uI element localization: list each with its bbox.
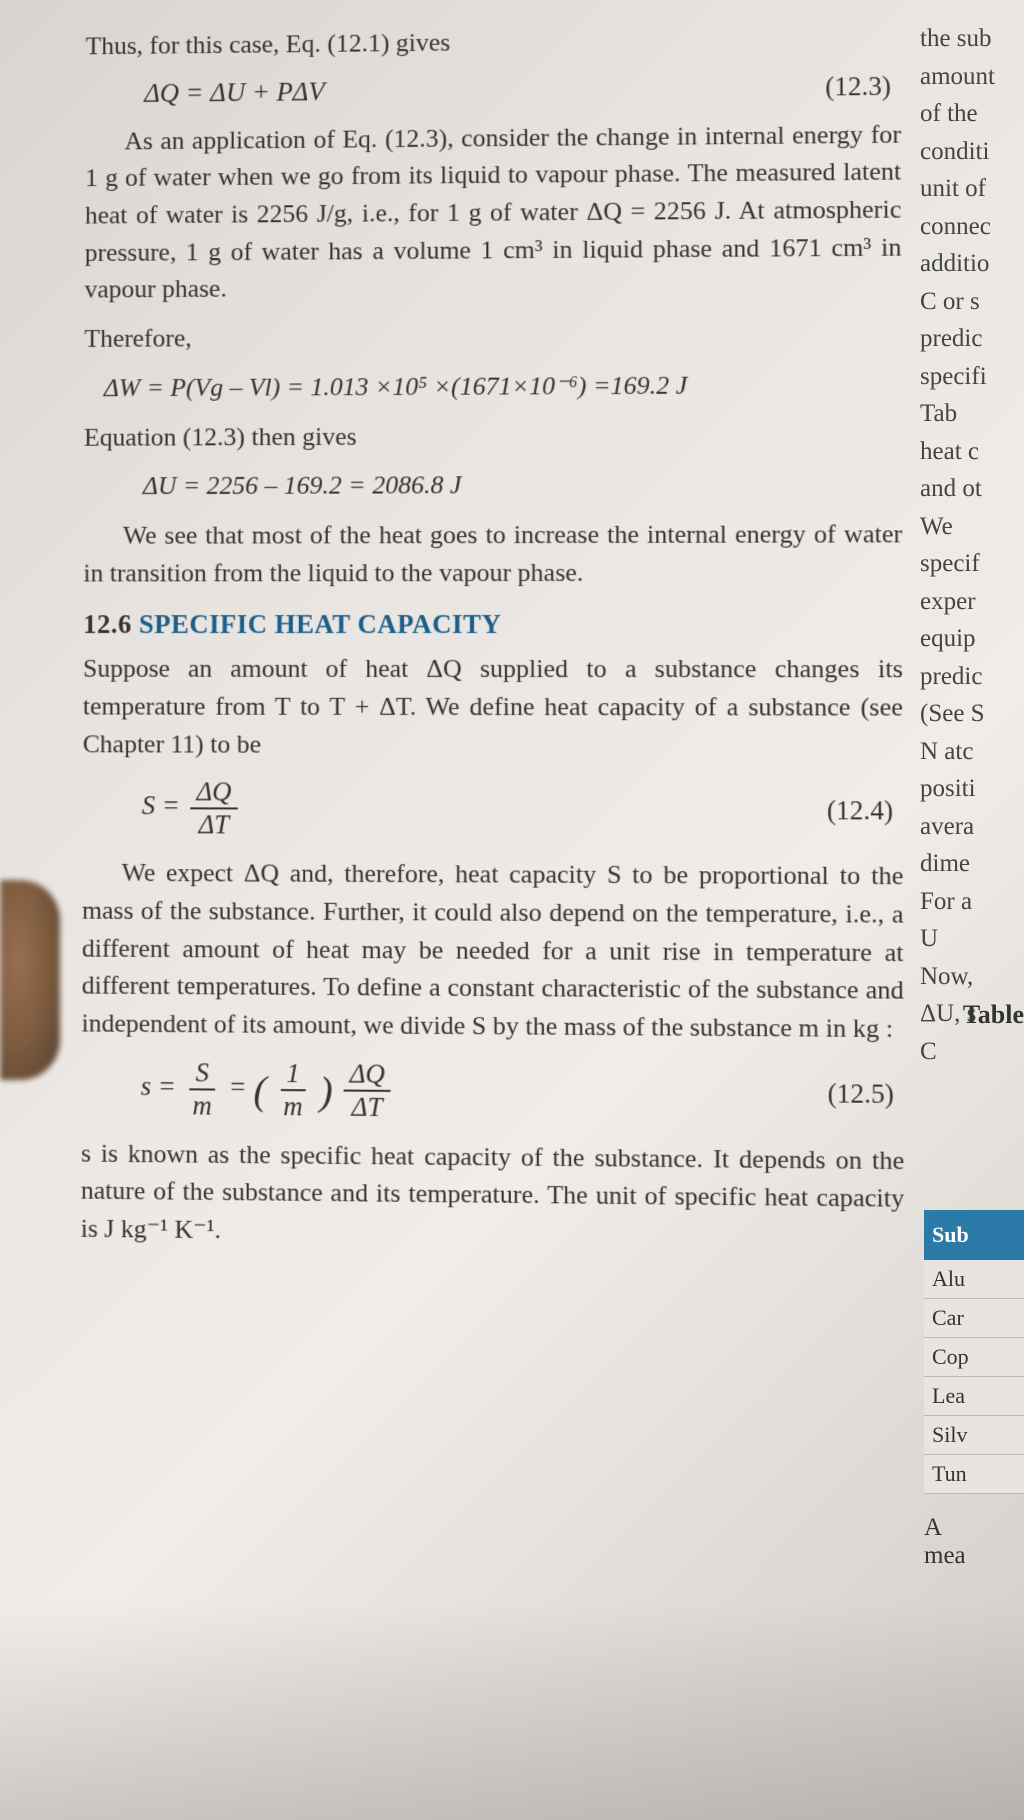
cutoff-text: heat c: [920, 433, 1024, 471]
page-curl-shadow: [0, 1600, 1024, 1820]
table-fragment: Sub AluCarCopLeaSilvTun Amea: [924, 1210, 1024, 1570]
section-title-text: SPECIFIC HEAT CAPACITY: [139, 609, 502, 639]
cutoff-text: specif: [920, 545, 1024, 583]
cutoff-text: specifi: [920, 358, 1024, 396]
table-row: Tun: [924, 1455, 1024, 1494]
cutoff-text: the sub: [920, 20, 1024, 58]
lparen: (: [253, 1067, 266, 1112]
eq5-lhs: s =: [141, 1071, 176, 1101]
table-row: Cop: [924, 1338, 1024, 1377]
eq4-top: ΔQ: [190, 777, 237, 810]
eq5-frac3: ΔQ ΔT: [343, 1058, 390, 1123]
eq5-f3t: ΔQ: [343, 1058, 390, 1092]
cutoff-text: U: [920, 920, 1024, 958]
cutoff-text: Tab: [920, 395, 1024, 433]
cutoff-text: avera: [920, 808, 1024, 846]
eq5-expr: s = S m = ( 1 m ) ΔQ ΔT: [141, 1057, 395, 1123]
eq4-lhs: S =: [142, 791, 180, 821]
eq5-f2b: m: [277, 1091, 308, 1122]
eq3-intro: Equation (12.3) then gives: [84, 415, 902, 455]
eq5-mid: =: [229, 1072, 247, 1102]
eq4-num: (12.4): [827, 795, 893, 826]
table-row: Car: [924, 1299, 1024, 1338]
paragraph-conclusion: We see that most of the heat goes to inc…: [83, 515, 902, 591]
table-row: Silv: [924, 1416, 1024, 1455]
cutoff-text: (See S: [920, 695, 1024, 733]
cutoff-text: and ot: [920, 470, 1024, 508]
cutoff-text: N atc: [920, 733, 1024, 771]
eq5-f2t: 1: [280, 1058, 305, 1091]
equation-12-4: S = ΔQ ΔT (12.4): [142, 777, 904, 843]
paragraph-heat-capacity: Suppose an amount of heat ΔQ supplied to…: [83, 650, 903, 764]
cutoff-text: predic: [920, 320, 1024, 358]
equation-work: ΔW = P(Vg – Vl) = 1.013 ×10⁵ ×(1671×10⁻⁶…: [104, 366, 902, 407]
table-head: Sub: [924, 1210, 1024, 1260]
table-row: Lea: [924, 1377, 1024, 1416]
cutoff-text: of the: [920, 95, 1024, 133]
cutoff-text: predic: [920, 658, 1024, 696]
paragraph-application: As an application of Eq. (12.3), conside…: [85, 115, 902, 308]
eq1-expr: ΔQ = ΔU + PΔV: [144, 76, 324, 108]
eq4-bot: ΔT: [193, 810, 236, 841]
intro-line: Thus, for this case, Eq. (12.1) gives: [86, 19, 901, 65]
cutoff-text: amount: [920, 58, 1024, 96]
cutoff-text: dime: [920, 845, 1024, 883]
cutoff-text: conditi: [920, 133, 1024, 171]
cutoff-text: C or s: [920, 283, 1024, 321]
cutoff-text: connec: [920, 208, 1024, 246]
paragraph-specific-def: s is known as the specific heat capacity…: [81, 1134, 905, 1256]
cutoff-text: C: [920, 1033, 1024, 1071]
cutoff-text: mea: [924, 1542, 1024, 1570]
eq5-frac2: 1 m: [277, 1058, 309, 1123]
equation-deltaU: ΔU = 2256 – 169.2 = 2086.8 J: [143, 465, 902, 505]
therefore-line: Therefore,: [84, 316, 902, 358]
cutoff-text: For a: [920, 883, 1024, 921]
cutoff-text: exper: [920, 583, 1024, 621]
cutoff-text: unit of: [920, 170, 1024, 208]
cutoff-text: positi: [920, 770, 1024, 808]
eq5-f1b: m: [186, 1090, 217, 1121]
cutoff-text: We: [920, 508, 1024, 546]
eq5-f3b: ΔT: [346, 1091, 389, 1123]
cutoff-text: Now,: [920, 958, 1024, 996]
eq4-fraction: ΔQ ΔT: [190, 777, 237, 841]
paragraph-specific-heat: We expect ΔQ and, therefore, heat capaci…: [81, 854, 903, 1048]
eq5-f1t: S: [190, 1057, 215, 1090]
section-heading: 12.6 SPECIFIC HEAT CAPACITY: [83, 609, 903, 640]
cutoff-text: equip: [920, 620, 1024, 658]
rparen: ): [319, 1068, 332, 1113]
table-label: Table: [963, 1000, 1024, 1030]
eq1-num: (12.3): [825, 71, 891, 103]
eq4-expr: S = ΔQ ΔT: [142, 777, 242, 841]
eq5-num: (12.5): [828, 1078, 894, 1110]
textbook-page: Thus, for this case, Eq. (12.1) gives ΔQ…: [51, 0, 935, 1289]
equation-12-5: s = S m = ( 1 m ) ΔQ ΔT (12.5): [141, 1057, 905, 1128]
cutoff-text: additio: [920, 245, 1024, 283]
eq5-frac1: S m: [186, 1057, 217, 1121]
cutoff-text: A: [924, 1514, 1024, 1542]
table-row: Alu: [924, 1260, 1024, 1299]
section-number: 12.6: [83, 609, 132, 639]
equation-12-3: ΔQ = ΔU + PΔV (12.3): [144, 71, 901, 109]
